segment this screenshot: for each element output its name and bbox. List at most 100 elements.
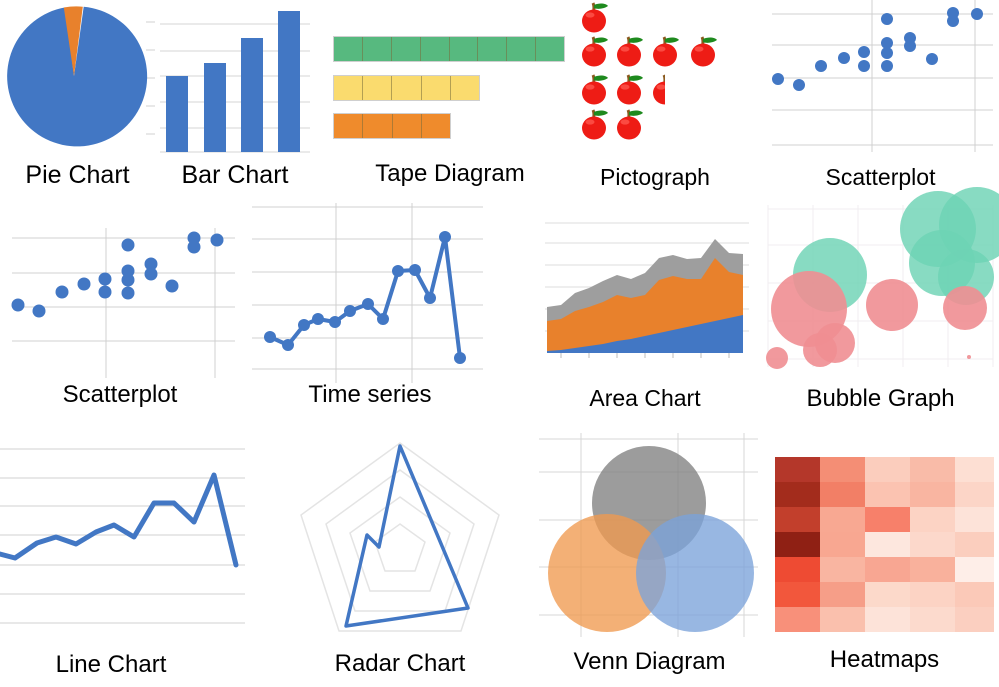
heatmap-cell bbox=[865, 582, 910, 607]
pie-chart-graphic bbox=[7, 6, 155, 147]
line-chart-graphic bbox=[0, 448, 245, 624]
radar-series-1[interactable] bbox=[344, 444, 470, 628]
chart-card-heatmaps[interactable]: Heatmaps bbox=[770, 425, 999, 687]
heatmaps-graphic bbox=[775, 457, 994, 632]
tape-segment bbox=[392, 37, 421, 61]
pie-slice-series-2[interactable] bbox=[63, 6, 83, 76]
data-point bbox=[377, 313, 389, 325]
chart-card-area-chart[interactable]: Area Chart bbox=[537, 195, 753, 420]
chart-card-venn-diagram[interactable]: Venn Diagram bbox=[537, 425, 762, 687]
heatmap-cell bbox=[910, 507, 955, 532]
tape-row-orange[interactable] bbox=[333, 113, 451, 139]
pictograph-graphic bbox=[580, 1, 719, 141]
area-chart-graphic bbox=[545, 222, 749, 358]
data-point bbox=[454, 352, 466, 364]
heatmap-cell bbox=[955, 557, 994, 582]
scatterplot-2-points[interactable] bbox=[11, 231, 224, 318]
line-chart-line[interactable] bbox=[0, 472, 239, 568]
heatmap-cell bbox=[910, 482, 955, 507]
chart-card-radar-chart[interactable]: Radar Chart bbox=[275, 425, 525, 687]
tape-segment bbox=[334, 114, 364, 138]
tape-segment bbox=[507, 37, 537, 61]
bubble bbox=[766, 347, 788, 369]
pie-slice-series-1[interactable] bbox=[7, 6, 148, 147]
tape-segment bbox=[334, 37, 363, 61]
data-point bbox=[392, 265, 404, 277]
caption-heatmaps: Heatmaps bbox=[829, 646, 940, 673]
chart-card-pie-chart[interactable]: Pie Chart bbox=[0, 0, 155, 190]
bar-chart-graphic bbox=[160, 11, 310, 153]
caption-bubble-graph: Bubble Graph bbox=[806, 385, 955, 412]
tape-segment bbox=[422, 114, 450, 138]
heatmap-cell bbox=[865, 482, 910, 507]
data-point bbox=[210, 233, 224, 247]
chart-card-bar-chart[interactable]: Bar Chart bbox=[160, 0, 310, 190]
bar-1[interactable] bbox=[166, 76, 188, 152]
caption-line-chart: Line Chart bbox=[55, 651, 167, 678]
data-point bbox=[971, 8, 983, 20]
venn-set-c[interactable] bbox=[636, 514, 754, 632]
heatmap-cell bbox=[775, 457, 820, 482]
time-series-gridlines bbox=[252, 203, 483, 383]
caption-time-series: Time series bbox=[308, 381, 432, 408]
data-point bbox=[32, 304, 46, 318]
venn-set-b[interactable] bbox=[548, 514, 666, 632]
tape-row-yellow[interactable] bbox=[333, 75, 480, 101]
time-series-markers[interactable] bbox=[264, 231, 466, 364]
data-point bbox=[144, 267, 158, 281]
caption-bar-chart: Bar Chart bbox=[181, 161, 289, 189]
tape-segment bbox=[363, 76, 393, 100]
heatmap-cell bbox=[910, 457, 955, 482]
data-point bbox=[344, 305, 356, 317]
data-point bbox=[282, 339, 294, 351]
caption-radar-chart: Radar Chart bbox=[334, 650, 466, 677]
bar-4[interactable] bbox=[278, 11, 300, 152]
data-point bbox=[793, 79, 805, 91]
heatmap-cell bbox=[820, 507, 865, 532]
radar-chart-graphic bbox=[300, 442, 500, 632]
heatmap-cell bbox=[865, 557, 910, 582]
chart-card-tape-diagram[interactable]: Tape Diagram bbox=[325, 0, 575, 190]
data-point bbox=[838, 52, 850, 64]
bubble-series-pink[interactable] bbox=[766, 271, 987, 369]
data-point bbox=[264, 331, 276, 343]
data-point bbox=[312, 313, 324, 325]
chart-card-pictograph[interactable]: Pictograph bbox=[560, 0, 750, 190]
heatmap-cell bbox=[820, 582, 865, 607]
area-series-1[interactable] bbox=[547, 315, 743, 353]
chart-card-scatterplot-1[interactable]: Scatterplot bbox=[762, 0, 999, 190]
tape-segment bbox=[451, 76, 479, 100]
data-point bbox=[329, 316, 341, 328]
data-point bbox=[362, 298, 374, 310]
pictograph-icon-apple bbox=[580, 108, 610, 141]
data-point bbox=[187, 240, 201, 254]
heatmap-cell bbox=[775, 557, 820, 582]
area-chart-axis-ticks bbox=[560, 353, 730, 358]
bubble-graph-graphic bbox=[766, 187, 999, 369]
data-point bbox=[858, 46, 870, 58]
data-point bbox=[858, 60, 870, 72]
chart-card-line-chart[interactable]: Line Chart bbox=[0, 425, 250, 687]
tape-row-green[interactable] bbox=[333, 36, 565, 62]
bar-2[interactable] bbox=[204, 63, 226, 152]
scatterplot-1-points[interactable] bbox=[772, 7, 983, 91]
data-point bbox=[424, 292, 436, 304]
data-point bbox=[926, 53, 938, 65]
pie-gridlines bbox=[146, 21, 155, 135]
data-point bbox=[298, 319, 310, 331]
bar-3[interactable] bbox=[241, 38, 263, 152]
caption-scatterplot-1: Scatterplot bbox=[825, 164, 936, 190]
data-point bbox=[947, 15, 959, 27]
tape-segment bbox=[422, 76, 451, 100]
chart-card-scatterplot-2[interactable]: Scatterplot bbox=[0, 195, 240, 420]
chart-card-time-series[interactable]: Time series bbox=[250, 195, 490, 420]
data-point bbox=[815, 60, 827, 72]
heatmap-cells[interactable] bbox=[775, 457, 994, 632]
chart-card-bubble-graph[interactable]: Bubble Graph bbox=[762, 187, 999, 420]
heatmap-cell bbox=[775, 482, 820, 507]
caption-venn-diagram: Venn Diagram bbox=[573, 648, 726, 675]
pictograph-icon-apple bbox=[580, 73, 610, 106]
heatmap-cell bbox=[955, 457, 994, 482]
tape-segment bbox=[450, 37, 479, 61]
scatterplot-2-graphic bbox=[11, 228, 235, 378]
